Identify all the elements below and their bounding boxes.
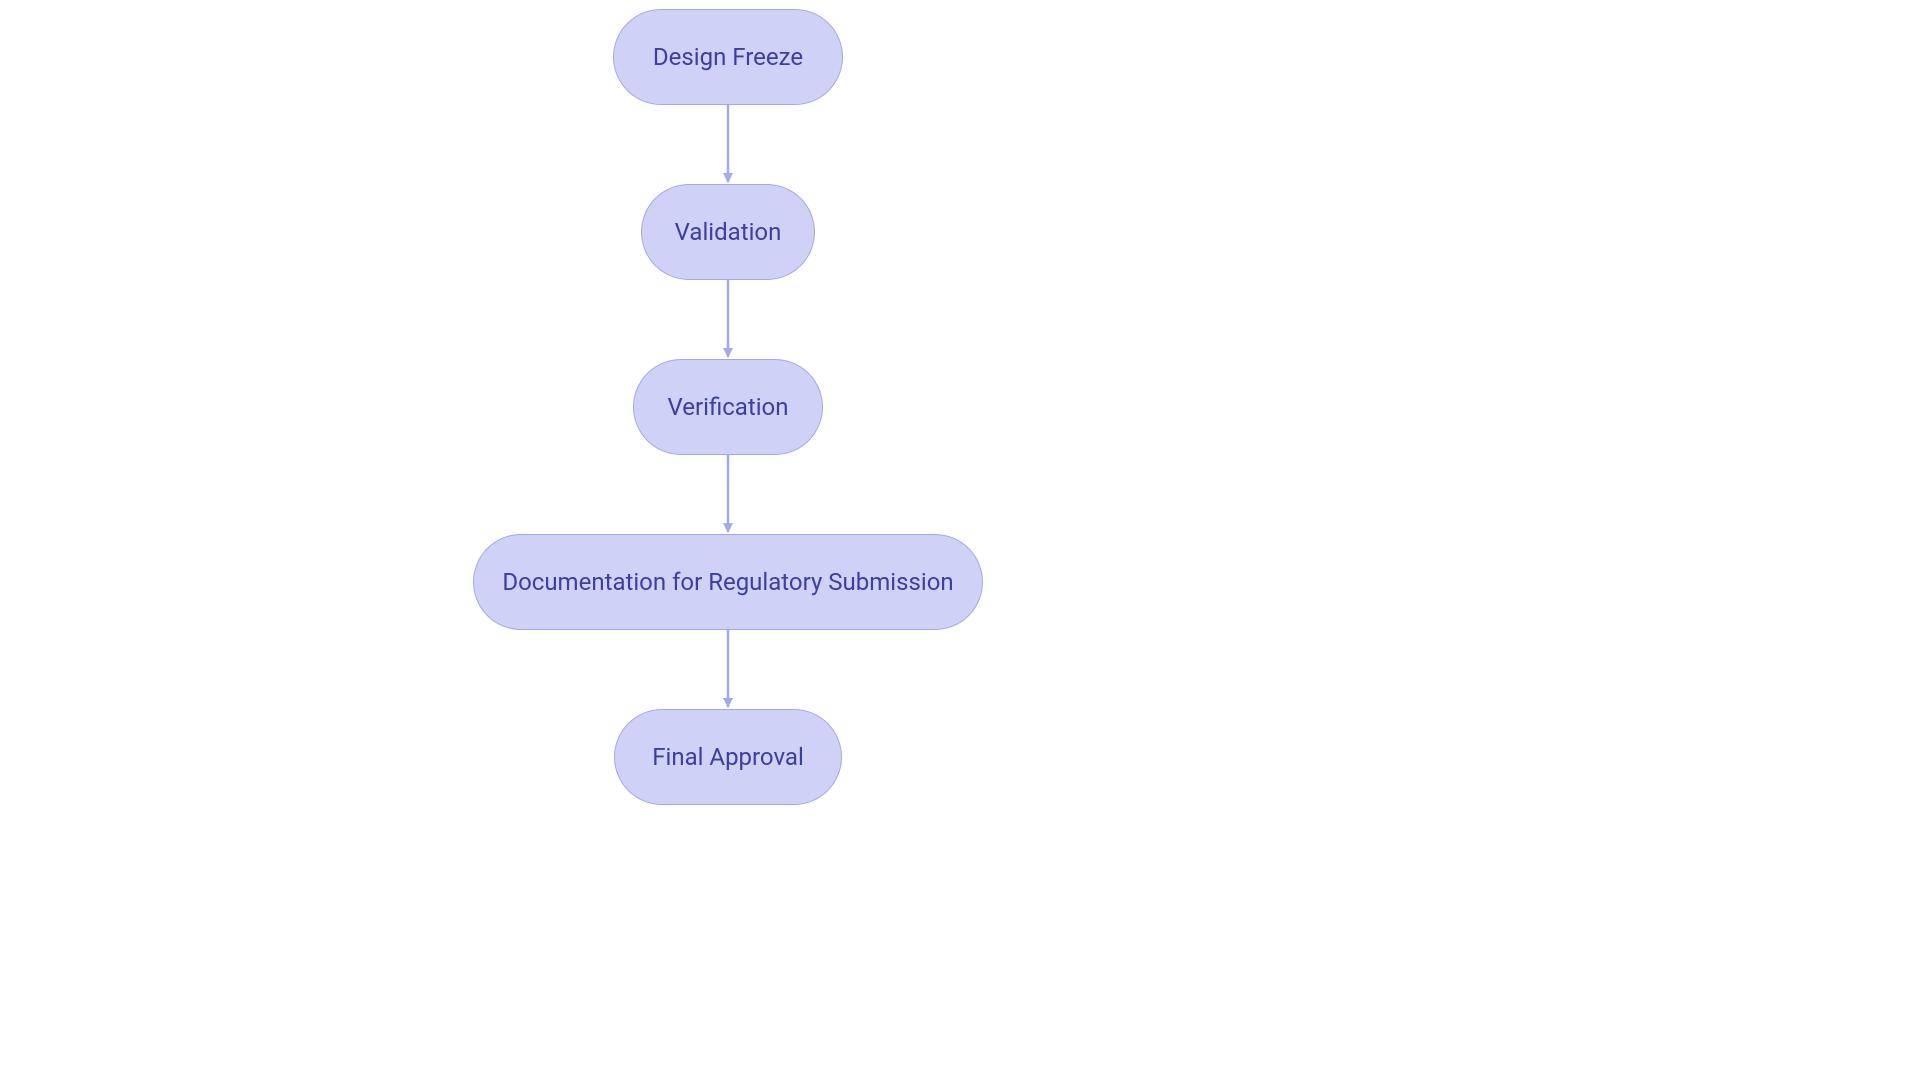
- flowchart-node-label: Documentation for Regulatory Submission: [502, 568, 953, 596]
- flowchart-node: Validation: [641, 184, 815, 280]
- flowchart-node-label: Final Approval: [652, 743, 804, 771]
- flowchart-node-label: Verification: [667, 393, 788, 421]
- flowchart-node-label: Design Freeze: [653, 43, 803, 71]
- flowchart-node: Verification: [633, 359, 823, 455]
- flowchart-node-label: Validation: [675, 218, 782, 246]
- flowchart-node: Documentation for Regulatory Submission: [473, 534, 983, 630]
- flowchart-node: Design Freeze: [613, 9, 843, 105]
- flowchart-canvas: Design Freeze Validation Verification Docum…: [0, 0, 1920, 1083]
- flowchart-node: Final Approval: [614, 709, 842, 805]
